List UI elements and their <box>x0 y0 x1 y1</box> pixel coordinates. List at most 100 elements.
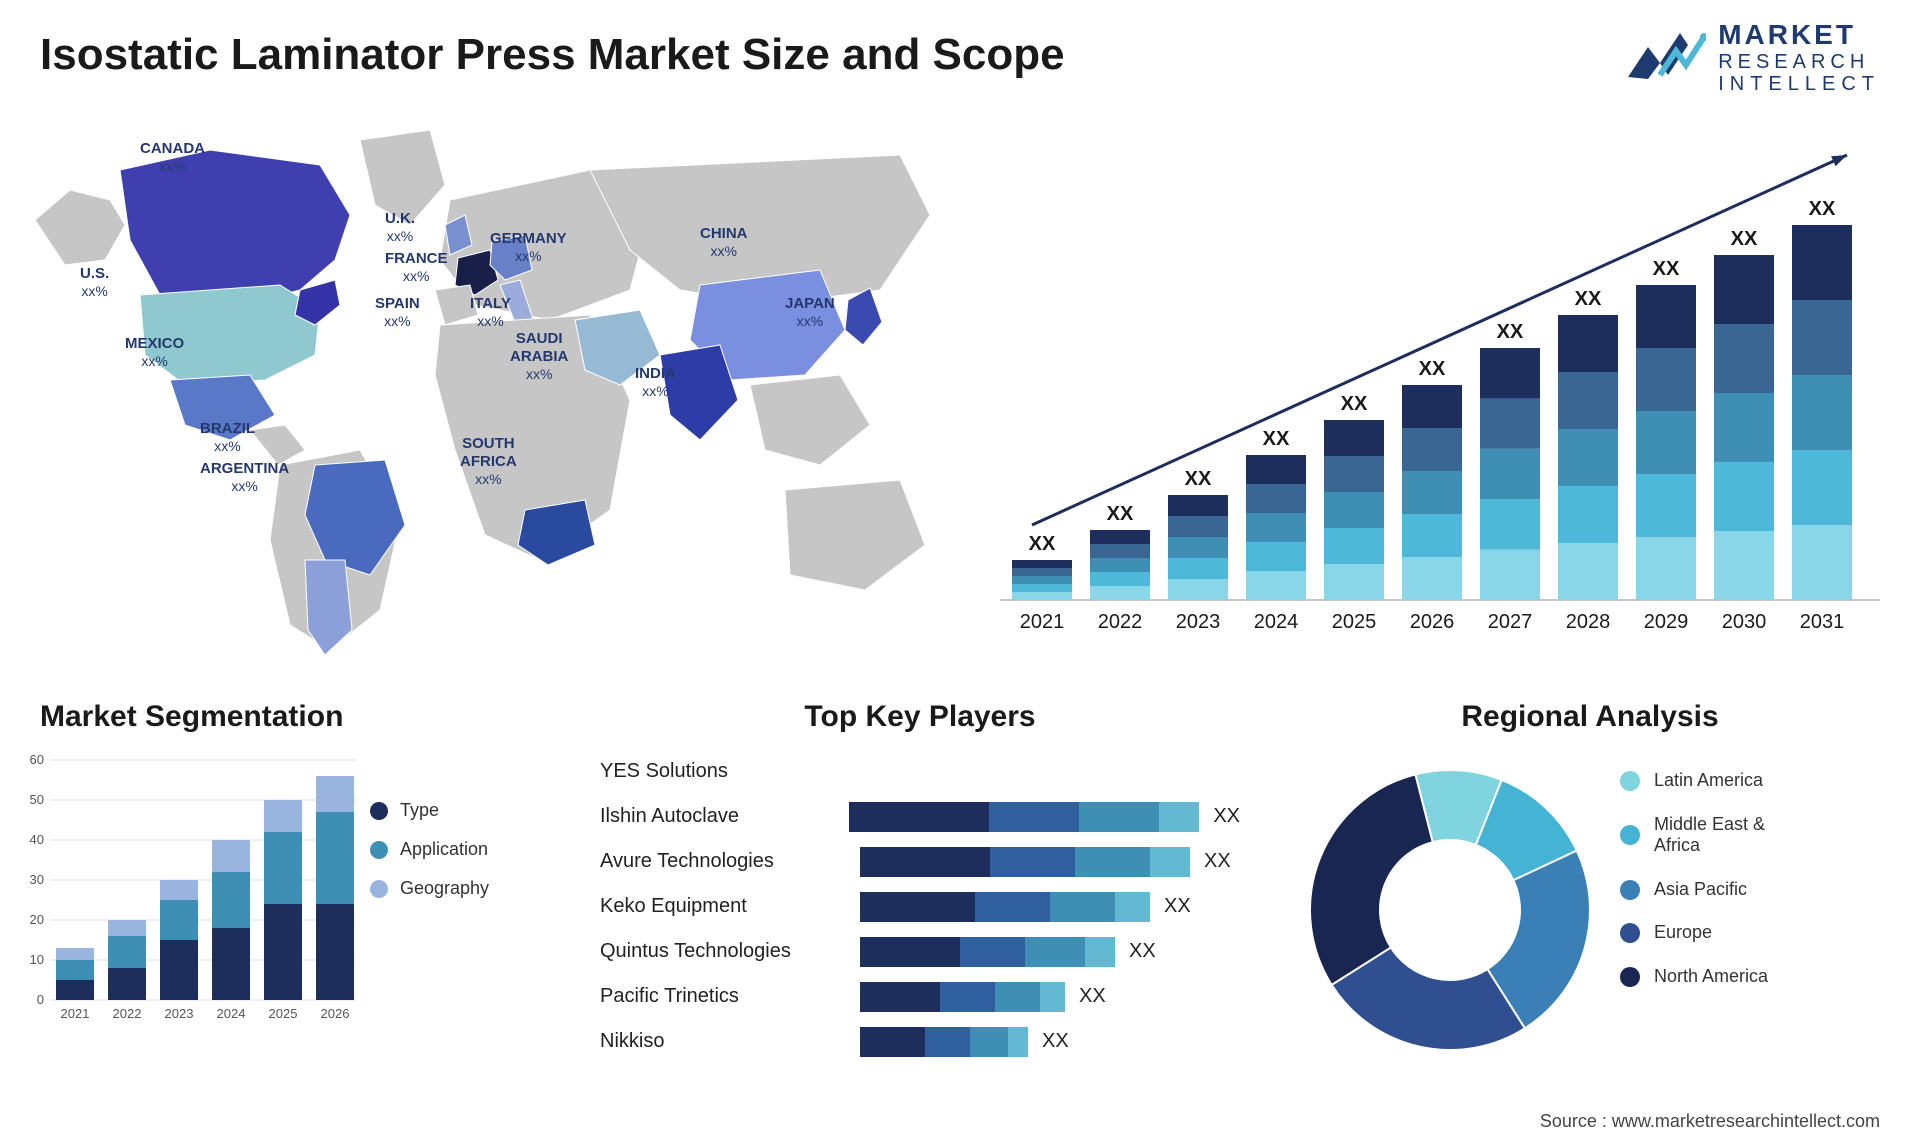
player-row: Pacific TrineticsXX <box>600 975 1240 1018</box>
svg-text:10: 10 <box>30 952 44 967</box>
svg-text:2027: 2027 <box>1488 611 1533 633</box>
map-label: CANADAxx% <box>140 140 205 176</box>
svg-text:2023: 2023 <box>165 1006 194 1021</box>
player-value: XX <box>1164 895 1191 918</box>
map-label: MEXICOxx% <box>125 335 184 371</box>
player-name: YES Solutions <box>600 760 860 783</box>
world-map: CANADAxx%U.S.xx%MEXICOxx%BRAZILxx%ARGENT… <box>30 130 930 660</box>
player-row: Ilshin Autoclave XX <box>600 795 1240 838</box>
legend-swatch <box>370 802 388 820</box>
region-legend: Latin AmericaMiddle East &AfricaAsia Pac… <box>1620 770 1880 1010</box>
svg-text:20: 20 <box>30 912 44 927</box>
forecast-bar-chart: XX2021XX2022XX2023XX2024XX2025XX2026XX20… <box>1000 130 1880 660</box>
player-row: Avure Technologies XX <box>600 840 1240 883</box>
legend-label: Type <box>400 800 439 821</box>
source-attribution: Source : www.marketresearchintellect.com <box>1540 1111 1880 1132</box>
svg-text:2021: 2021 <box>61 1006 90 1021</box>
svg-text:2022: 2022 <box>1098 611 1143 633</box>
svg-text:40: 40 <box>30 832 44 847</box>
player-name: Avure Technologies <box>600 850 860 873</box>
svg-text:2026: 2026 <box>1410 611 1455 633</box>
player-value: XX <box>1079 985 1106 1008</box>
svg-text:2025: 2025 <box>269 1006 298 1021</box>
legend-item: Type <box>370 800 489 821</box>
svg-text:50: 50 <box>30 792 44 807</box>
segmentation-chart: 0102030405060202120222023202420252026 <box>20 750 360 1060</box>
player-name: Ilshin Autoclave <box>600 805 849 828</box>
svg-text:XX: XX <box>1809 198 1836 220</box>
player-bar <box>860 892 1150 922</box>
svg-text:2028: 2028 <box>1566 611 1611 633</box>
svg-text:2022: 2022 <box>113 1006 142 1021</box>
map-label: FRANCExx% <box>385 250 448 286</box>
svg-text:XX: XX <box>1575 288 1602 310</box>
legend-item: Geography <box>370 878 489 899</box>
page-title: Isostatic Laminator Press Market Size an… <box>40 30 1065 80</box>
legend-label: Middle East &Africa <box>1654 814 1765 857</box>
legend-item: Europe <box>1620 922 1880 944</box>
player-name: Quintus Technologies <box>600 940 860 963</box>
map-label: ITALYxx% <box>470 295 511 331</box>
map-label: SAUDIARABIAxx% <box>510 330 568 384</box>
legend-label: Latin America <box>1654 770 1763 792</box>
player-bar <box>860 1027 1028 1057</box>
player-row: Quintus Technologies XX <box>600 930 1240 973</box>
legend-label: Europe <box>1654 922 1712 944</box>
brand-logo: MARKET RESEARCH INTELLECT <box>1626 20 1880 95</box>
map-label: U.K.xx% <box>385 210 415 246</box>
svg-text:2021: 2021 <box>1020 611 1065 633</box>
player-name: Nikkiso <box>600 1030 860 1053</box>
map-label: SPAINxx% <box>375 295 420 331</box>
legend-swatch <box>1620 825 1640 845</box>
map-label: SOUTHAFRICAxx% <box>460 435 517 489</box>
logo-text-3: INTELLECT <box>1718 73 1880 95</box>
legend-swatch <box>1620 880 1640 900</box>
svg-text:2031: 2031 <box>1800 611 1845 633</box>
segmentation-legend: Type Application Geography <box>370 800 489 917</box>
legend-label: Application <box>400 839 488 860</box>
svg-text:60: 60 <box>30 752 44 767</box>
legend-label: Geography <box>400 878 489 899</box>
svg-text:30: 30 <box>30 872 44 887</box>
svg-text:XX: XX <box>1419 358 1446 380</box>
player-row: Keko Equipment XX <box>600 885 1240 928</box>
player-name: Keko Equipment <box>600 895 860 918</box>
segmentation-panel: Market Segmentation <box>40 700 560 734</box>
player-value: XX <box>1129 940 1156 963</box>
legend-item: Application <box>370 839 489 860</box>
svg-text:XX: XX <box>1731 228 1758 250</box>
legend-label: North America <box>1654 966 1768 988</box>
segmentation-title: Market Segmentation <box>40 700 560 734</box>
map-label: BRAZILxx% <box>200 420 255 456</box>
player-bar <box>860 937 1115 967</box>
player-value: XX <box>1042 1030 1069 1053</box>
svg-text:2026: 2026 <box>321 1006 350 1021</box>
player-bar <box>860 982 1065 1012</box>
svg-text:XX: XX <box>1107 503 1134 525</box>
legend-item: Latin America <box>1620 770 1880 792</box>
map-label: INDIAxx% <box>635 365 676 401</box>
legend-item: Middle East &Africa <box>1620 814 1880 857</box>
svg-text:2024: 2024 <box>1254 611 1299 633</box>
map-label: ARGENTINAxx% <box>200 460 289 496</box>
player-value: XX <box>1204 850 1231 873</box>
svg-text:2023: 2023 <box>1176 611 1221 633</box>
logo-text-2: RESEARCH <box>1718 51 1880 73</box>
legend-swatch <box>370 841 388 859</box>
player-value: XX <box>1213 805 1240 828</box>
legend-swatch <box>370 880 388 898</box>
map-label: GERMANYxx% <box>490 230 567 266</box>
legend-item: North America <box>1620 966 1880 988</box>
players-title: Top Key Players <box>600 700 1240 734</box>
svg-text:XX: XX <box>1653 258 1680 280</box>
legend-swatch <box>1620 771 1640 791</box>
logo-text-1: MARKET <box>1718 20 1880 51</box>
svg-text:0: 0 <box>37 992 44 1007</box>
svg-text:2030: 2030 <box>1722 611 1767 633</box>
player-row: YES Solutions <box>600 750 1240 793</box>
svg-text:XX: XX <box>1341 393 1368 415</box>
svg-text:XX: XX <box>1263 428 1290 450</box>
map-label: CHINAxx% <box>700 225 748 261</box>
svg-text:XX: XX <box>1185 468 1212 490</box>
svg-text:XX: XX <box>1497 321 1524 343</box>
